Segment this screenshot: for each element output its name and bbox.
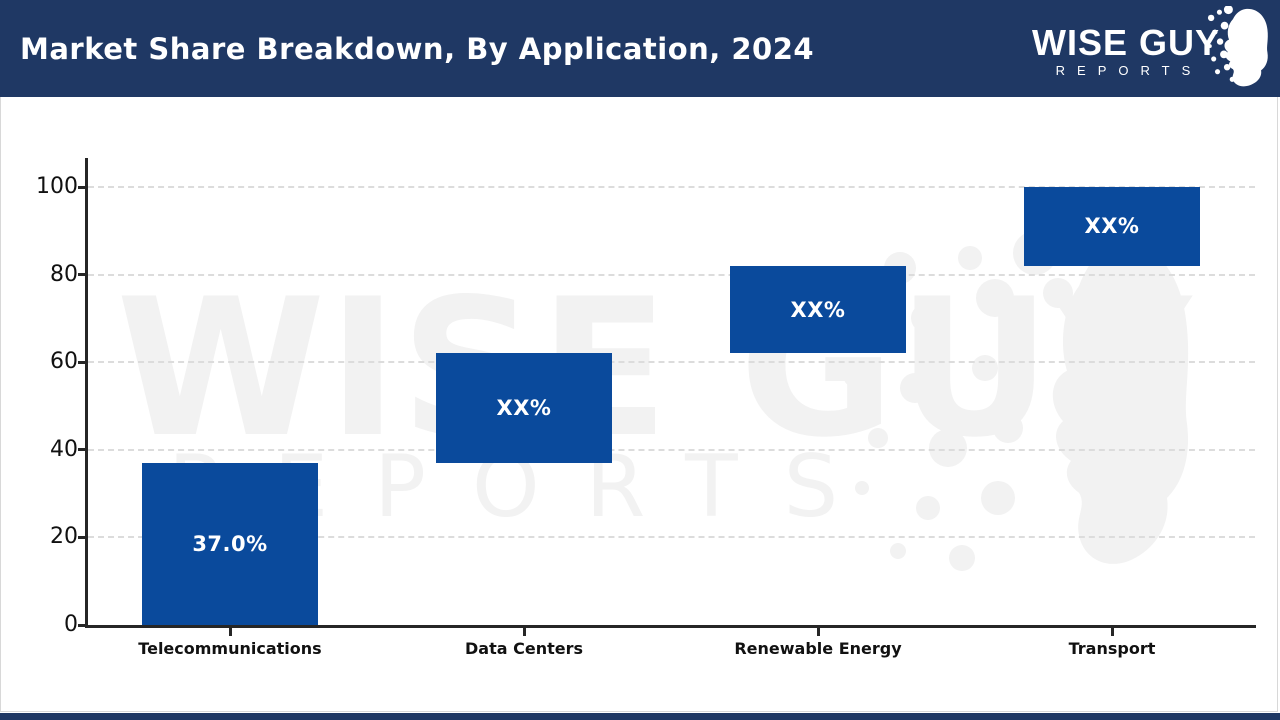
gridline-80 — [88, 273, 1255, 276]
bar-value-label: XX% — [790, 297, 846, 322]
brand-logo: WISE GUY REPORTS — [1032, 6, 1270, 90]
gridline-20 — [88, 536, 1255, 539]
y-tick-label-80: 80 — [50, 261, 78, 287]
gridline-40 — [88, 448, 1255, 451]
y-tick-label-40: 40 — [50, 436, 78, 462]
bar-value-label: 37.0% — [192, 531, 268, 556]
x-category-label-3: Transport — [1068, 639, 1156, 658]
x-category-label-1: Data Centers — [465, 639, 583, 658]
y-tick-label-60: 60 — [50, 349, 78, 375]
brand-logo-text: WISE GUY REPORTS — [1032, 24, 1220, 78]
bar-data-centers: XX% — [436, 353, 612, 463]
y-axis-line — [85, 158, 88, 628]
gridline-60 — [88, 361, 1255, 364]
y-tick-20 — [78, 535, 86, 539]
brand-face-icon — [1207, 6, 1268, 87]
y-tick-40 — [78, 448, 86, 452]
x-tick-1 — [522, 627, 526, 636]
y-tick-80 — [78, 273, 86, 277]
x-tick-2 — [816, 627, 820, 636]
y-tick-0 — [78, 623, 86, 627]
bar-telecommunications: 37.0% — [142, 462, 318, 625]
x-axis-line — [85, 625, 1256, 628]
bar-renewable-energy: XX% — [730, 265, 906, 354]
bar-transport: XX% — [1024, 187, 1200, 266]
page-title: Market Share Breakdown, By Application, … — [20, 31, 815, 66]
y-tick-label-20: 20 — [50, 524, 78, 550]
x-category-label-0: Telecommunications — [138, 639, 322, 658]
brand-subtitle: REPORTS — [1055, 62, 1203, 78]
x-tick-0 — [228, 627, 232, 636]
footer-bar — [0, 713, 1280, 720]
x-tick-3 — [1110, 627, 1114, 636]
x-category-label-2: Renewable Energy — [734, 639, 902, 658]
y-tick-label-0: 0 — [64, 612, 78, 637]
bar-value-label: XX% — [1084, 214, 1140, 239]
y-tick-label-100: 100 — [36, 174, 78, 199]
bar-value-label: XX% — [496, 396, 552, 421]
gridline-100 — [88, 186, 1255, 188]
y-tick-100 — [78, 185, 86, 189]
y-tick-60 — [78, 360, 86, 364]
header-bar: Market Share Breakdown, By Application, … — [0, 0, 1280, 97]
brand-name: WISE GUY — [1031, 22, 1220, 64]
